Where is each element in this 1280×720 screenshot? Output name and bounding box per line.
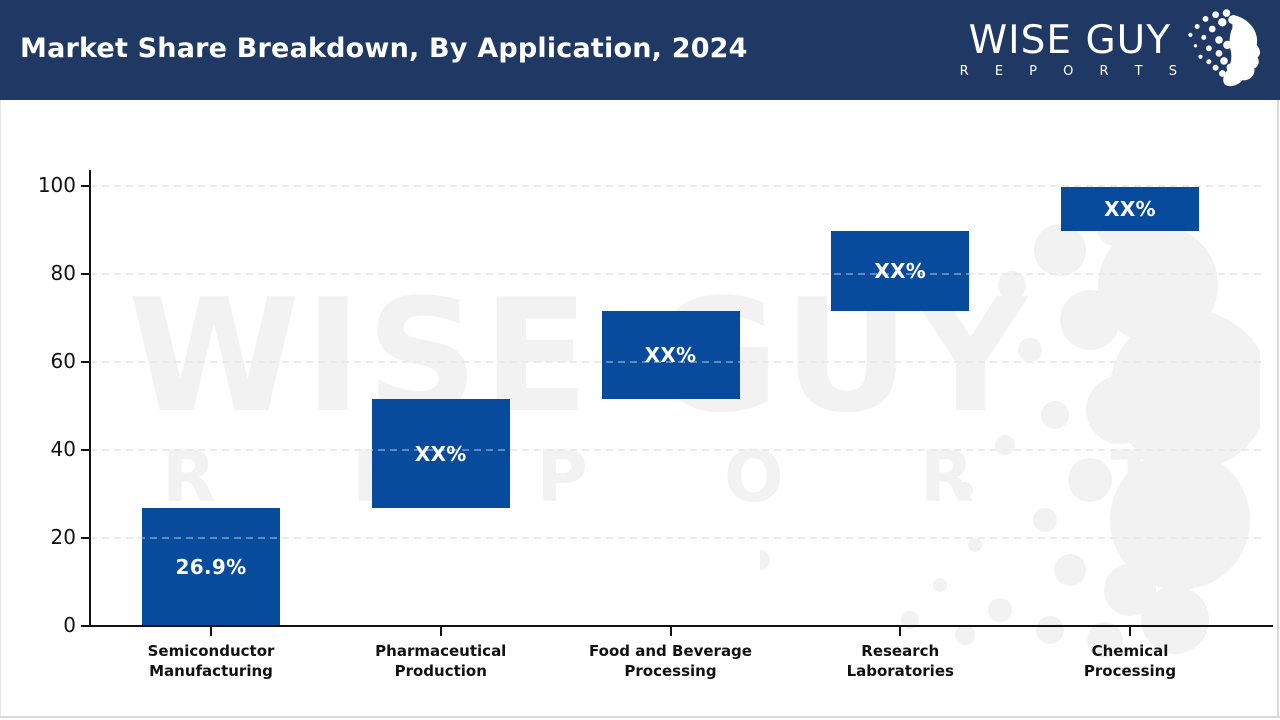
bar-segment: XX% <box>831 230 970 311</box>
x-axis-category-line: Processing <box>1083 662 1177 681</box>
x-axis-category-line: Research <box>861 642 940 660</box>
gridline-overlay <box>90 273 1262 275</box>
y-tick-label: 0 <box>63 613 76 637</box>
y-tick-label: 20 <box>50 525 76 549</box>
x-axis-category-label: Food and Beverage Processing <box>551 641 791 682</box>
x-tick-mark <box>669 627 672 636</box>
bar-segment: 26.9% <box>142 507 280 626</box>
bar-value-label: XX% <box>874 258 927 283</box>
x-axis-category-label: Chemical Processing <box>1010 641 1250 682</box>
bar-value-label: XX% <box>1104 196 1156 221</box>
gridline <box>90 537 1262 539</box>
right-border-line <box>1277 100 1279 718</box>
brand-logo: WISE GUY R E P O R T S <box>952 6 1266 94</box>
x-axis-category-line: Processing <box>624 662 717 681</box>
x-axis-category-line: Food and Beverage <box>589 642 752 660</box>
gridline <box>90 185 1262 187</box>
gridline <box>90 273 1262 275</box>
x-axis-line <box>89 625 1273 627</box>
dotted-head-profile-icon <box>1188 9 1261 87</box>
brand-logo-wordmark: WISE GUY <box>968 18 1172 63</box>
bar-segment: XX% <box>1061 186 1199 231</box>
y-tick-mark <box>81 273 90 275</box>
bar-value-label: 26.9% <box>175 554 247 579</box>
y-tick-label: 60 <box>50 349 76 373</box>
x-tick-mark <box>899 627 902 636</box>
x-axis-category-line: Manufacturing <box>149 662 273 681</box>
bar-value-label: XX% <box>414 441 467 466</box>
bar-segment: XX% <box>601 310 740 400</box>
gridline-overlay <box>90 449 1262 451</box>
x-axis-category-line: Laboratories <box>846 662 954 681</box>
gridline-overlay <box>90 361 1262 363</box>
bottom-border-line <box>0 716 1280 718</box>
y-tick-mark <box>81 449 90 451</box>
x-tick-mark <box>210 627 212 636</box>
x-axis-category-line: Pharmaceutical <box>375 642 507 660</box>
x-tick-mark <box>1129 627 1131 636</box>
y-tick-label: 40 <box>50 437 76 461</box>
x-axis-category-label: Semiconductor Manufacturing <box>91 641 331 682</box>
y-tick-mark <box>81 361 90 363</box>
header-bar: Market Share Breakdown, By Application, … <box>0 0 1280 100</box>
bar-segment: XX% <box>371 399 510 508</box>
brand-logo-subtext: R E P O R T S <box>959 64 1188 79</box>
gridline <box>90 449 1262 451</box>
y-tick-mark <box>81 185 90 187</box>
watermark-head-graphic <box>760 210 1260 658</box>
x-axis-category-label: Research Laboratories <box>780 641 1020 682</box>
x-axis-category-line: Chemical <box>1091 642 1169 660</box>
gridline-overlay <box>90 185 1262 187</box>
x-axis-category-label: Pharmaceutical Production <box>321 641 561 682</box>
gridline-overlay <box>90 537 1262 539</box>
y-tick-label: 100 <box>37 173 76 197</box>
page-title: Market Share Breakdown, By Application, … <box>20 33 748 64</box>
y-tick-label: 80 <box>50 261 76 285</box>
bar-value-label: XX% <box>644 343 697 368</box>
left-border-line <box>0 100 1 716</box>
y-tick-mark <box>81 625 90 627</box>
x-tick-mark <box>439 627 442 636</box>
x-axis-category-line: Production <box>394 662 487 681</box>
y-axis-line <box>89 170 91 627</box>
x-axis-category-line: Semiconductor <box>147 642 275 660</box>
y-tick-mark <box>81 537 90 539</box>
